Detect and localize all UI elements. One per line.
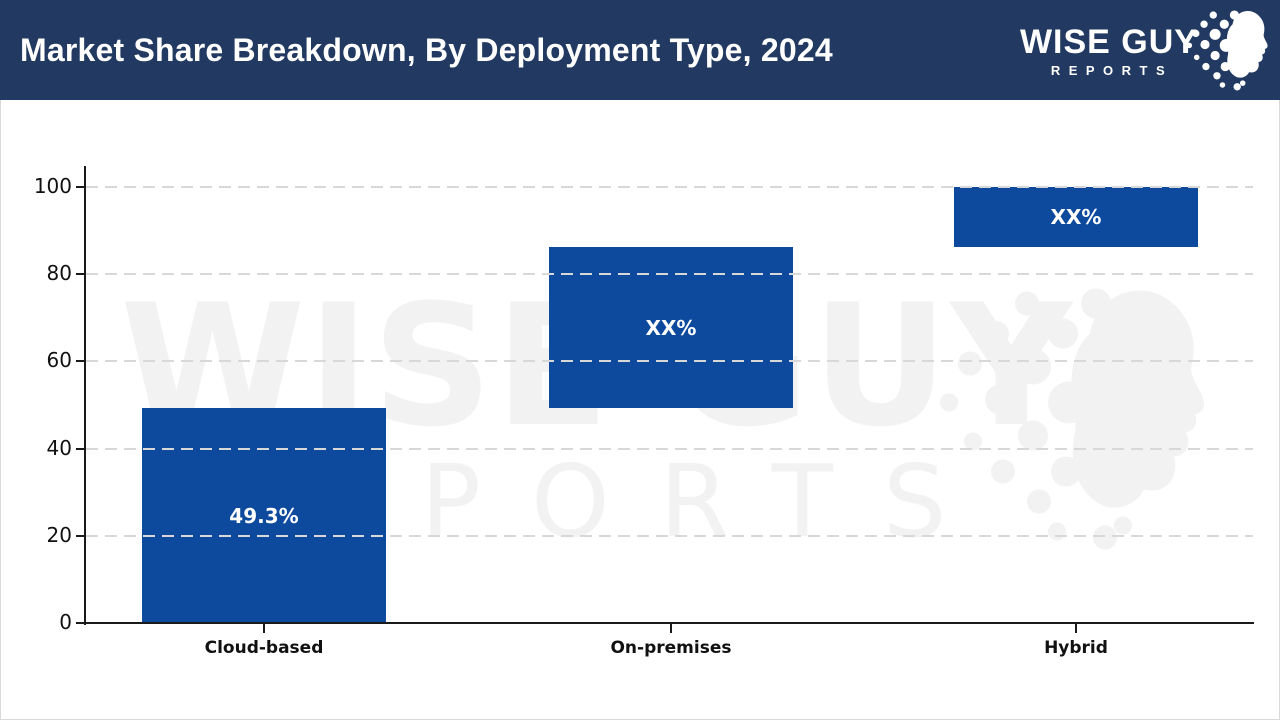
y-tick-label-100: 100 <box>33 174 72 198</box>
x-category-label: Hybrid <box>1044 638 1108 658</box>
gridline-100 <box>86 186 1253 188</box>
y-axis-tick-0 <box>76 622 84 624</box>
y-tick-label-80: 80 <box>46 261 72 286</box>
gridline-40 <box>86 447 1253 450</box>
bar-value-label: XX% <box>1050 205 1102 230</box>
y-axis-tick-40 <box>76 447 84 450</box>
bar-value-label: XX% <box>645 315 697 340</box>
x-axis-tick-1 <box>670 624 672 633</box>
x-category-label: On-premises <box>610 638 732 658</box>
wise-guy-reports-logo: WISE GUY REPORTS <box>1020 4 1274 96</box>
header-bar: Market Share Breakdown, By Deployment Ty… <box>0 0 1280 100</box>
x-axis-tick-2 <box>1075 624 1077 633</box>
x-axis-spine <box>84 622 1254 624</box>
y-axis-tick-100 <box>76 186 84 188</box>
y-tick-label-60: 60 <box>46 348 72 373</box>
bar-hybrid: XX% <box>954 187 1198 248</box>
logo-wordmark: WISE GUY <box>1019 22 1198 61</box>
gridline-80 <box>86 273 1253 276</box>
gridline-60 <box>86 360 1253 363</box>
x-axis-tick-0 <box>263 624 265 633</box>
x-category-label: Cloud-based <box>204 638 324 658</box>
gridline-20 <box>86 534 1253 537</box>
y-axis-tick-60 <box>76 360 84 363</box>
logo-subtext: REPORTS <box>1050 62 1174 78</box>
y-axis-tick-20 <box>76 534 84 537</box>
dotted-head-icon <box>1186 10 1268 91</box>
y-tick-label-0: 0 <box>59 610 72 634</box>
page-title: Market Share Breakdown, By Deployment Ty… <box>20 31 833 68</box>
bar-cloud-based: 49.3% <box>142 408 386 623</box>
logo-text: WISE GUY REPORTS <box>1020 25 1198 78</box>
y-axis-tick-80 <box>76 273 84 276</box>
y-tick-label-20: 20 <box>46 522 72 547</box>
y-tick-label-40: 40 <box>46 435 72 460</box>
bar-value-label: 49.3% <box>229 503 299 528</box>
y-axis-spine <box>84 166 86 625</box>
